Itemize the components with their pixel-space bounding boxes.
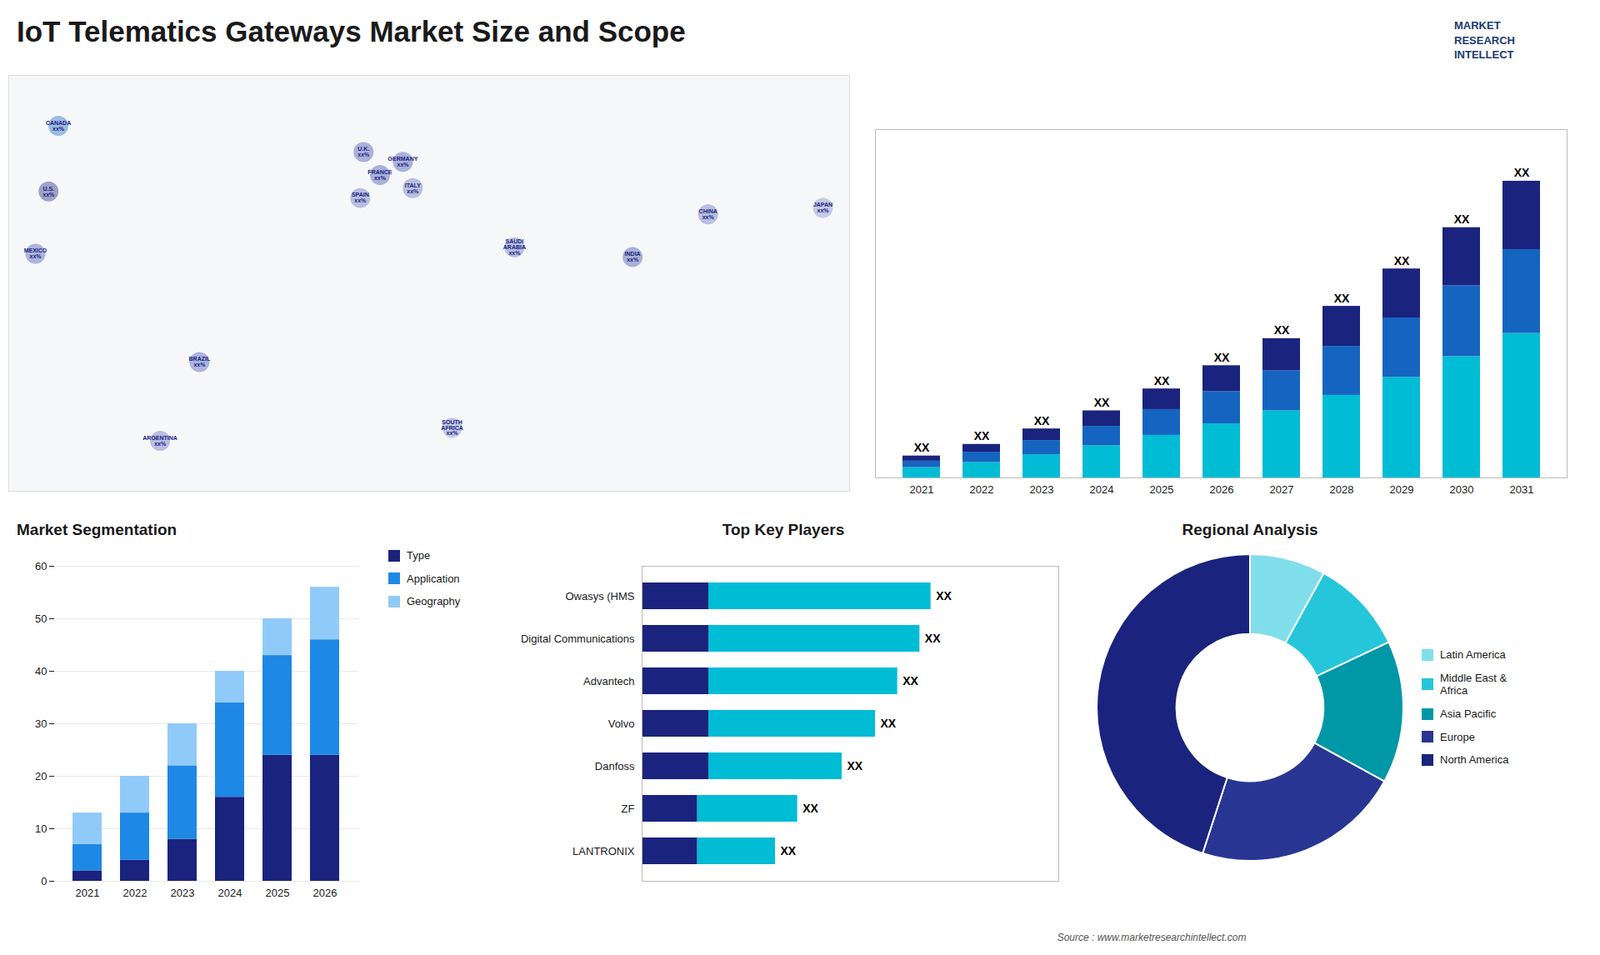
- svg-text:60: 60: [35, 560, 47, 573]
- svg-text:2022: 2022: [970, 483, 995, 496]
- svg-text:Advantech: Advantech: [583, 675, 635, 688]
- svg-text:SOUTHAFRICAxx%: SOUTHAFRICAxx%: [440, 418, 463, 436]
- svg-text:ARGENTINAxx%: ARGENTINAxx%: [142, 435, 178, 447]
- html-text:North America: North America: [1440, 753, 1509, 766]
- svg-text:2024: 2024: [218, 886, 243, 900]
- svg-text:XX: XX: [1394, 254, 1410, 268]
- svg-text:BRAZILxx%: BRAZILxx%: [189, 355, 211, 368]
- svg-text:2031: 2031: [1510, 483, 1535, 496]
- svg-text:20: 20: [35, 770, 47, 783]
- svg-text:2029: 2029: [1390, 483, 1415, 496]
- html-text:Geography: Geography: [406, 595, 461, 608]
- html-text:Application: Application: [406, 572, 460, 585]
- svg-text:2021: 2021: [75, 886, 100, 900]
- svg-text:FRANCExx%: FRANCExx%: [367, 169, 392, 181]
- svg-text:XX: XX: [1214, 350, 1230, 365]
- html-text:MARKET: MARKET: [1454, 19, 1501, 32]
- svg-text:XX: XX: [847, 759, 864, 773]
- svg-text:2025: 2025: [1150, 483, 1175, 496]
- svg-text:2030: 2030: [1450, 483, 1475, 496]
- html-text:Regional Analysis: Regional Analysis: [1182, 520, 1318, 539]
- html-text:IoT Telematics Gateways Market: IoT Telematics Gateways Market Size and …: [16, 15, 686, 48]
- svg-text:JAPANxx%: JAPANxx%: [813, 201, 833, 214]
- svg-text:XX: XX: [914, 440, 930, 455]
- svg-text:XX: XX: [1514, 165, 1530, 180]
- svg-text:2024: 2024: [1090, 483, 1115, 496]
- svg-text:50: 50: [35, 612, 47, 625]
- svg-text:XX: XX: [935, 589, 952, 603]
- html-text:Asia Pacific: Asia Pacific: [1440, 707, 1496, 720]
- svg-text:40: 40: [35, 665, 47, 678]
- svg-text:ITALYxx%: ITALYxx%: [405, 182, 421, 195]
- svg-text:XX: XX: [1154, 374, 1170, 388]
- svg-text:XX: XX: [925, 631, 941, 645]
- html-text:Middle East & Africa: Middle East & Africa: [1440, 671, 1507, 697]
- svg-text:U.K.xx%: U.K.xx%: [357, 145, 370, 158]
- svg-text:LANTRONIX: LANTRONIX: [572, 845, 635, 858]
- svg-text:CANADAxx%: CANADAxx%: [45, 120, 71, 132]
- svg-text:30: 30: [35, 717, 47, 730]
- svg-text:INDIAxx%: INDIAxx%: [625, 250, 641, 263]
- svg-text:ZF: ZF: [621, 802, 635, 815]
- svg-text:Danfoss: Danfoss: [595, 760, 635, 773]
- svg-text:SPAINxx%: SPAINxx%: [351, 191, 370, 204]
- svg-text:2021: 2021: [910, 483, 935, 496]
- svg-text:10: 10: [35, 822, 47, 835]
- svg-text:2025: 2025: [265, 886, 290, 900]
- svg-text:MEXICOxx%: MEXICOxx%: [24, 247, 48, 260]
- html-text:Source : www.marketresearchint: Source : www.marketresearchintellect.com: [1057, 931, 1247, 944]
- svg-text:2022: 2022: [123, 886, 148, 900]
- svg-text:Digital Communications: Digital Communications: [520, 632, 635, 645]
- svg-text:U.S.xx%: U.S.xx%: [42, 185, 55, 197]
- svg-text:XX: XX: [1454, 212, 1470, 226]
- svg-text:Owasys (HMS: Owasys (HMS: [565, 590, 635, 603]
- svg-text:XX: XX: [802, 801, 819, 815]
- html-text:Type: Type: [406, 549, 431, 562]
- svg-text:XX: XX: [780, 844, 797, 858]
- svg-text:2027: 2027: [1270, 483, 1295, 496]
- svg-text:XX: XX: [1274, 323, 1290, 337]
- svg-text:XX: XX: [880, 716, 897, 730]
- html-text:Europe: Europe: [1440, 730, 1475, 743]
- svg-text:2023: 2023: [170, 886, 195, 900]
- svg-text:XX: XX: [1094, 395, 1110, 410]
- svg-text:GERMANYxx%: GERMANYxx%: [388, 155, 419, 168]
- svg-text:CHINAxx%: CHINAxx%: [699, 208, 718, 220]
- svg-text:XX: XX: [974, 429, 990, 443]
- svg-text:XX: XX: [1334, 291, 1350, 305]
- html-text:Top Key Players: Top Key Players: [722, 520, 845, 539]
- svg-text:SAUDIARABIAxx%: SAUDIARABIAxx%: [503, 238, 526, 256]
- svg-text:2026: 2026: [1210, 483, 1235, 496]
- html-text:RESEARCH: RESEARCH: [1454, 33, 1515, 47]
- svg-text:2028: 2028: [1330, 483, 1355, 496]
- svg-text:XX: XX: [902, 674, 919, 688]
- svg-text:2023: 2023: [1030, 483, 1055, 496]
- svg-text:XX: XX: [1034, 414, 1050, 428]
- svg-text:0: 0: [40, 875, 47, 888]
- html-text:INTELLECT: INTELLECT: [1454, 48, 1514, 61]
- svg-text:Volvo: Volvo: [608, 717, 635, 730]
- html-text:Latin America: Latin America: [1440, 648, 1506, 661]
- svg-text:2026: 2026: [313, 886, 338, 900]
- html-text:Market Segmentation: Market Segmentation: [16, 520, 177, 539]
